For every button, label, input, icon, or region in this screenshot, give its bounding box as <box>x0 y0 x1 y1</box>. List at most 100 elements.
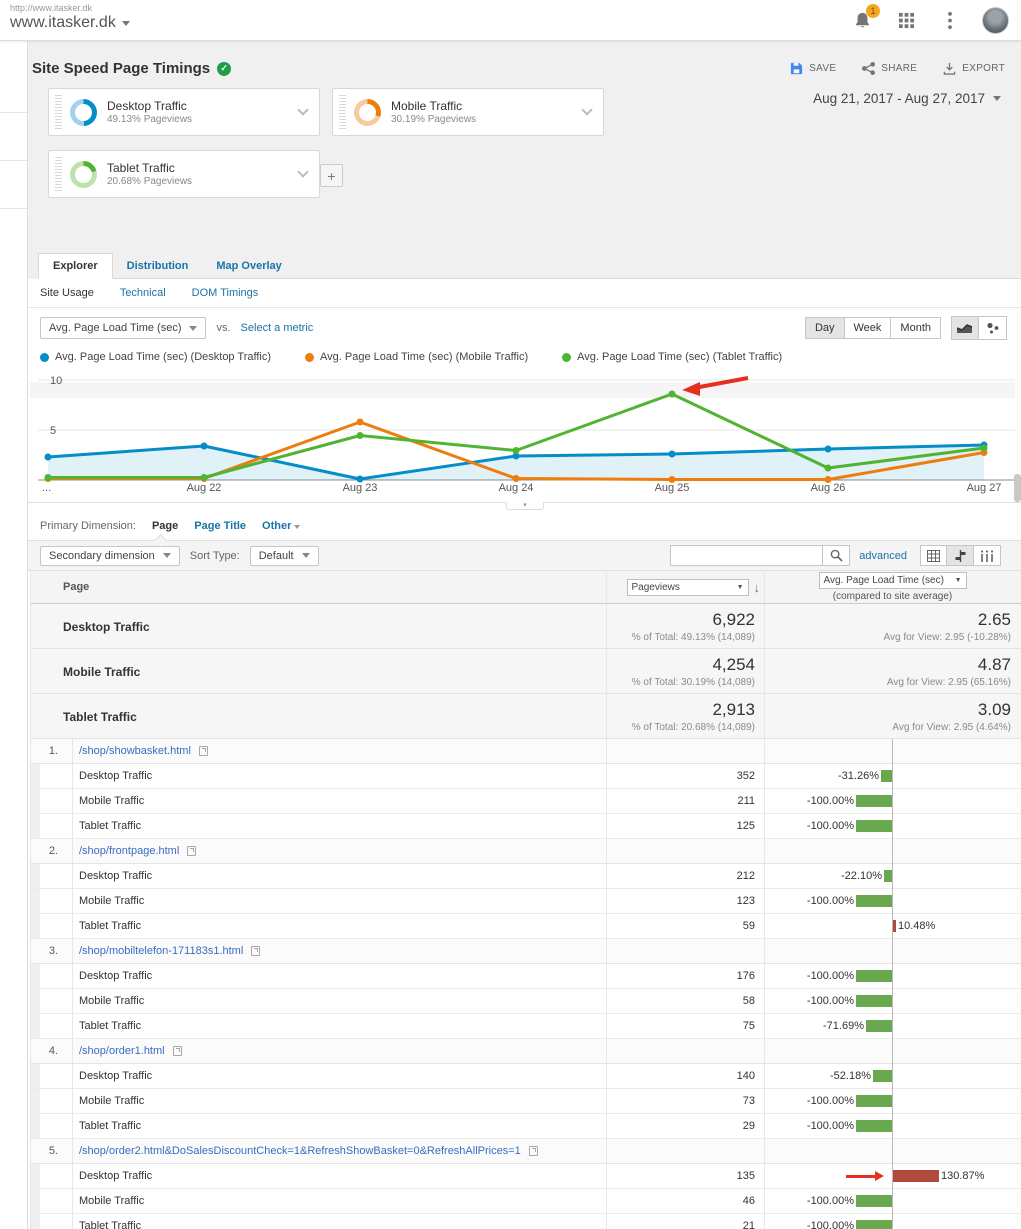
open-page-icon[interactable] <box>187 846 197 856</box>
subtab-technical[interactable]: Technical <box>119 287 166 299</box>
date-range-selector[interactable]: Aug 21, 2017 - Aug 27, 2017 <box>813 91 1001 106</box>
vertical-scrollbar-thumb[interactable] <box>1014 474 1021 502</box>
comparison-bar <box>856 1220 892 1229</box>
pageviews-value: 46 <box>606 1189 764 1213</box>
table-search-input[interactable] <box>670 545 823 566</box>
segment-sub-row: Tablet Traffic 125 -100.00% <box>31 814 1021 839</box>
dimension-page[interactable]: Page <box>151 520 179 532</box>
share-button[interactable]: SHARE <box>862 62 917 75</box>
dimension-other[interactable]: Other <box>262 520 301 532</box>
save-button[interactable]: SAVE <box>790 62 836 75</box>
segment-label: Desktop Traffic <box>79 870 153 882</box>
chevron-down-icon <box>993 96 1001 101</box>
metric-select[interactable]: Avg. Page Load Time (sec) <box>40 317 207 339</box>
table-toolbar: Secondary dimension Sort Type: Default a… <box>28 540 1021 571</box>
user-avatar[interactable] <box>982 6 1009 34</box>
metric-select-value: Avg. Page Load Time (sec) <box>49 322 182 334</box>
drag-handle[interactable] <box>55 95 62 129</box>
open-page-icon[interactable] <box>172 1046 182 1056</box>
metric-column-select[interactable]: Avg. Page Load Time (sec) ▼ <box>818 572 967 589</box>
zero-axis <box>892 1039 893 1064</box>
property-selector[interactable]: www.itasker.dk <box>10 14 130 32</box>
drag-handle[interactable] <box>339 95 346 129</box>
apps-button[interactable] <box>894 8 918 32</box>
granularity-month-button[interactable]: Month <box>891 317 941 339</box>
open-page-icon[interactable] <box>198 746 208 756</box>
pivot-view-button[interactable] <box>974 545 1001 566</box>
advanced-search-link[interactable]: advanced <box>859 549 907 562</box>
pivot-icon <box>980 549 994 562</box>
more-menu-button[interactable] <box>938 8 962 32</box>
chart-collapse-handle[interactable]: ▾ <box>506 502 544 510</box>
segment-sub-row: Tablet Traffic 21 -100.00% <box>31 1214 1021 1229</box>
primary-dimension-bar: Primary Dimension: Page Page Title Other <box>28 511 1021 547</box>
legend-dot-icon <box>562 352 572 362</box>
page-column-header[interactable]: Page <box>63 581 90 593</box>
collapsed-left-nav[interactable] <box>0 41 28 1229</box>
summary-row-desktop: Desktop Traffic 6,922 % of Total: 49.13% … <box>31 604 1021 649</box>
comparison-bar <box>892 1170 939 1182</box>
segment-card-tablet[interactable]: Tablet Traffic 20.68% Pageviews <box>48 150 320 198</box>
tab-explorer[interactable]: Explorer <box>38 253 113 279</box>
segment-label: Desktop Traffic <box>79 770 153 782</box>
segment-card-desktop[interactable]: Desktop Traffic 49.13% Pageviews <box>48 88 320 136</box>
open-page-icon[interactable] <box>528 1146 538 1156</box>
pageviews-column-select[interactable]: Pageviews ▼ <box>626 578 749 596</box>
motion-chart-icon <box>986 322 998 333</box>
legend-item[interactable]: Avg. Page Load Time (sec) (Mobile Traffi… <box>305 351 528 363</box>
subtab-dom-timings[interactable]: DOM Timings <box>191 287 259 299</box>
tab-map-overlay[interactable]: Map Overlay <box>216 260 282 272</box>
granularity-week-button[interactable]: Week <box>844 317 892 339</box>
comparison-bar <box>856 820 892 832</box>
page-link[interactable]: /shop/mobiltelefon-171183s1.html <box>79 945 244 957</box>
open-page-icon[interactable] <box>251 946 261 956</box>
motion-chart-view-button[interactable] <box>979 316 1007 340</box>
notifications-button[interactable]: 1 <box>850 4 880 32</box>
data-table-view-button[interactable] <box>920 545 947 566</box>
row-number: 4. <box>31 1039 73 1063</box>
tab-distribution[interactable]: Distribution <box>126 260 189 272</box>
export-button[interactable]: EXPORT <box>943 62 1005 75</box>
page-link[interactable]: /shop/order1.html <box>79 1045 165 1057</box>
page-link[interactable]: /shop/showbasket.html <box>79 745 191 757</box>
comparison-bar <box>856 1120 892 1132</box>
granularity-day-button[interactable]: Day <box>804 317 845 339</box>
legend-item[interactable]: Avg. Page Load Time (sec) (Tablet Traffi… <box>562 351 782 363</box>
page-link[interactable]: /shop/order2.html&DoSalesDiscountCheck=1… <box>79 1145 521 1157</box>
dimension-other-label: Other <box>262 520 292 532</box>
segment-name: Tablet Traffic <box>107 161 175 175</box>
sort-descending-icon[interactable]: ↓ <box>753 579 761 595</box>
summary-row-mobile: Mobile Traffic 4,254 % of Total: 30.19% (… <box>31 649 1021 694</box>
chevron-down-icon[interactable] <box>297 166 309 178</box>
zero-axis <box>892 964 893 989</box>
sort-type-select[interactable]: Default <box>249 545 319 566</box>
subtab-site-usage[interactable]: Site Usage <box>40 287 94 299</box>
summary-pageviews-sub: % of Total: 20.68% (14,089) <box>631 721 755 733</box>
comparison-view-button[interactable] <box>947 545 974 566</box>
legend-label: Avg. Page Load Time (sec) (Desktop Traff… <box>55 351 272 363</box>
drag-handle[interactable] <box>55 157 62 191</box>
add-segment-button[interactable]: + <box>320 164 343 187</box>
dimension-page-title[interactable]: Page Title <box>194 520 247 532</box>
segment-subtitle: 49.13% Pageviews <box>107 114 193 125</box>
segment-card-mobile[interactable]: Mobile Traffic 30.19% Pageviews <box>332 88 604 136</box>
page-link[interactable]: /shop/frontpage.html <box>79 845 180 857</box>
comparison-value: -22.10% <box>841 870 882 882</box>
legend-label: Avg. Page Load Time (sec) (Mobile Traffi… <box>320 351 529 363</box>
line-chart[interactable]: 5 10... Aug 22 Aug 23 Aug 24 Aug 25 Aug 26 Aug … <box>30 365 1021 497</box>
secondary-dimension-button[interactable]: Secondary dimension <box>40 545 180 566</box>
search-button[interactable] <box>822 545 851 566</box>
segment-sub-row: Desktop Traffic 352 -31.26% <box>31 764 1021 789</box>
legend-item[interactable]: Avg. Page Load Time (sec) (Desktop Traff… <box>40 351 271 363</box>
property-name: www.itasker.dk <box>10 14 116 31</box>
pageviews-select-value: Pageviews <box>631 581 680 593</box>
metric-column-subtitle: (compared to site average) <box>832 591 953 602</box>
zero-axis <box>892 989 893 1014</box>
comparison-bar <box>856 995 892 1007</box>
chevron-down-icon[interactable] <box>581 104 593 116</box>
segment-sub-row: Desktop Traffic 140 -52.18% <box>31 1064 1021 1089</box>
select-a-metric-link[interactable]: Select a metric <box>240 322 314 334</box>
line-chart-view-button[interactable] <box>951 316 979 340</box>
summary-avg-sub: Avg for View: 2.95 (65.16%) <box>886 676 1011 688</box>
chevron-down-icon[interactable] <box>297 104 309 116</box>
